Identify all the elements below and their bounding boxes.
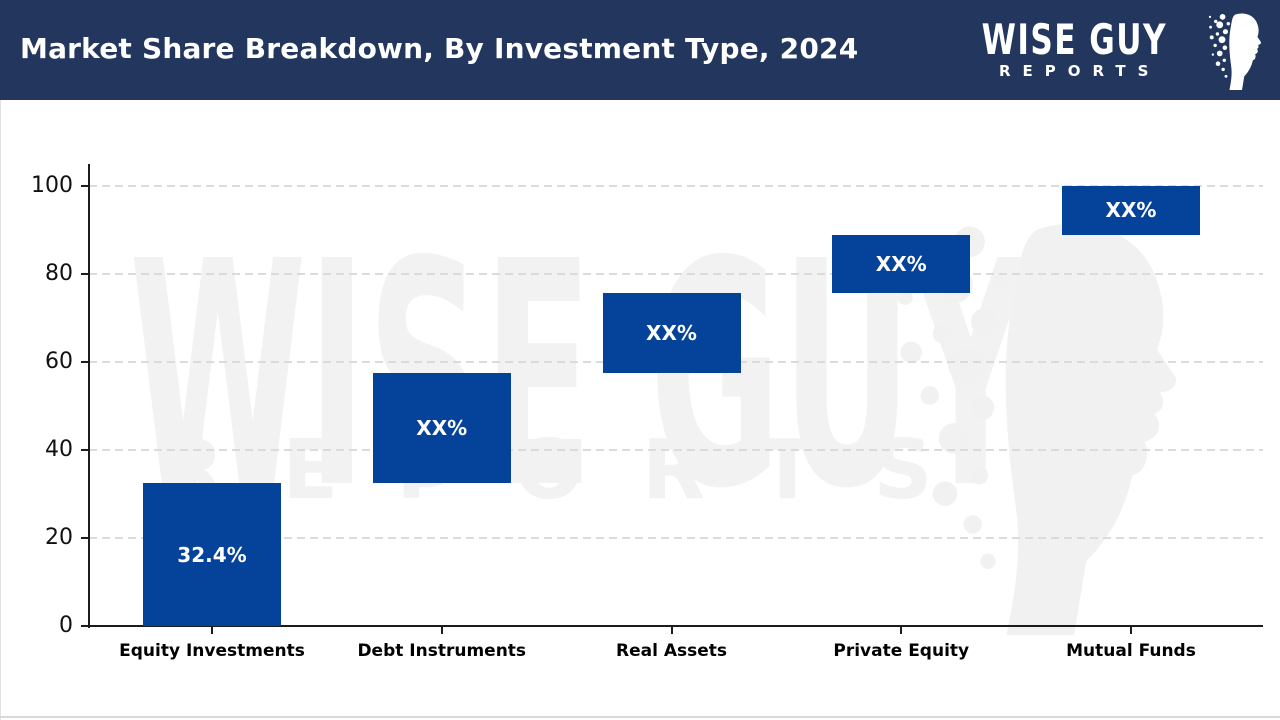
x-tick-0 xyxy=(211,626,213,634)
gridline-80 xyxy=(89,273,1263,275)
x-tick-4 xyxy=(1130,626,1132,634)
category-label-1: Debt Instruments xyxy=(357,641,527,661)
y-tick-label-0: 0 xyxy=(59,613,73,638)
logo-subtitle: REPORTS xyxy=(999,62,1161,80)
y-axis xyxy=(88,164,90,628)
bar-private-equity: XX% xyxy=(832,234,971,294)
chart-canvas: WISE GUY REPORTS 0 20 40 60 80 100 32.4% Equity… xyxy=(0,100,1280,720)
bar-value-label: XX% xyxy=(416,416,468,441)
y-tick-label-20: 20 xyxy=(45,525,73,550)
bar-real-assets: XX% xyxy=(602,293,741,374)
x-axis xyxy=(88,625,1263,627)
y-tick-label-100: 100 xyxy=(31,173,73,198)
category-label-3: Private Equity xyxy=(833,641,970,661)
logo-wordmark: WISE GUY xyxy=(982,15,1168,64)
wise-guy-logo: WISE GUY REPORTS xyxy=(949,10,1266,90)
gridline-40 xyxy=(89,449,1263,451)
y-tick-20 xyxy=(81,537,89,539)
bottom-divider xyxy=(0,716,1280,718)
watermark-subtitle: REPORTS xyxy=(161,423,991,518)
y-tick-60 xyxy=(81,361,89,363)
x-tick-3 xyxy=(900,626,903,634)
y-tick-100 xyxy=(81,185,89,187)
y-tick-label-80: 80 xyxy=(45,261,73,286)
x-tick-2 xyxy=(670,626,673,634)
chart-title: Market Share Breakdown, By Investment Ty… xyxy=(20,31,859,65)
category-label-0: Equity Investments xyxy=(119,641,305,661)
bar-value-label: XX% xyxy=(1105,198,1157,223)
category-label-2: Real Assets xyxy=(615,641,727,661)
y-tick-label-60: 60 xyxy=(45,349,73,374)
bar-mutual-funds: XX% xyxy=(1062,186,1200,235)
gridline-100 xyxy=(89,185,1263,187)
bar-value-label: XX% xyxy=(875,252,927,277)
bar-value-label: XX% xyxy=(646,321,697,346)
y-tick-40 xyxy=(81,449,89,451)
y-tick-80 xyxy=(81,273,89,275)
x-tick-1 xyxy=(440,626,443,634)
logo-text: WISE GUY REPORTS xyxy=(949,15,1200,81)
bar-value-label: 32.4% xyxy=(177,542,247,567)
y-tick-0 xyxy=(81,625,89,627)
y-tick-label-40: 40 xyxy=(45,437,73,462)
bar-equity-investments: 32.4% xyxy=(143,483,281,626)
category-label-4: Mutual Funds xyxy=(1066,641,1196,661)
gridline-20 xyxy=(89,537,1263,539)
bar-debt-instruments: XX% xyxy=(372,373,511,484)
header-bar: Market Share Breakdown, By Investment Ty… xyxy=(0,0,1280,100)
logo-face-icon xyxy=(1208,13,1261,90)
